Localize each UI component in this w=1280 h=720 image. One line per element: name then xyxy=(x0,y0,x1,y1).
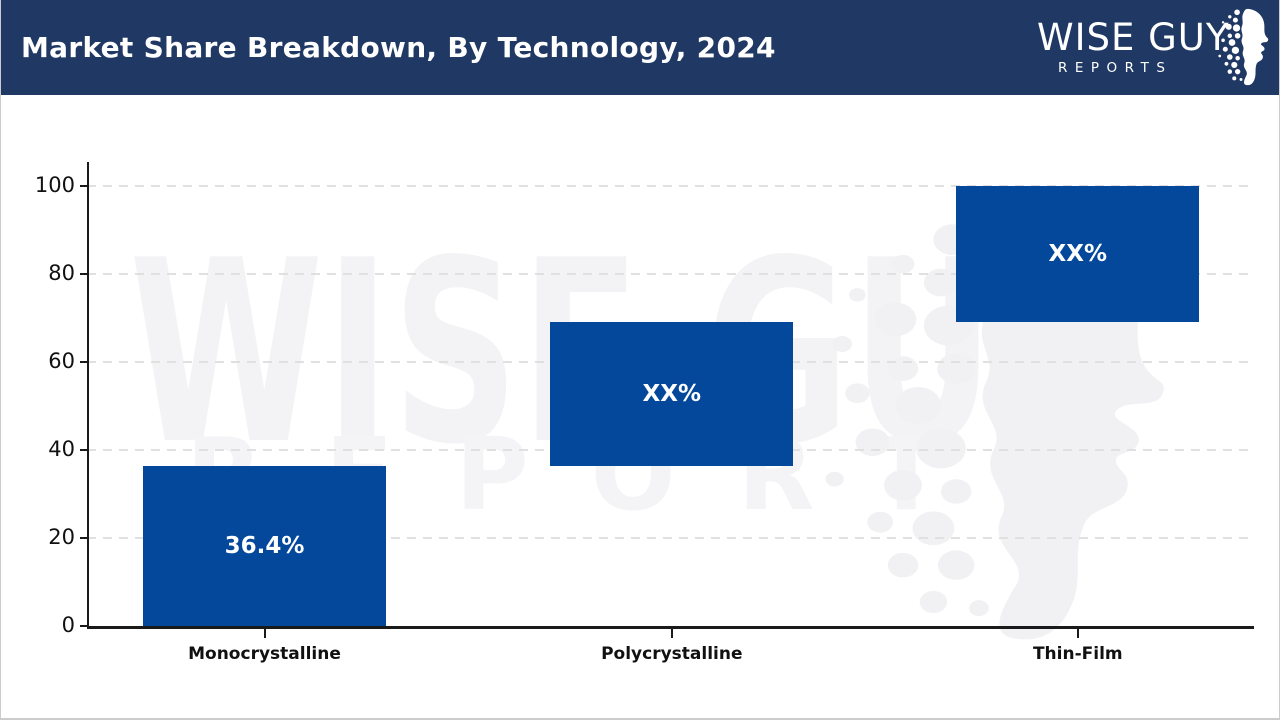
logo-text-reports: REPORTS xyxy=(1058,60,1173,76)
x-axis-line xyxy=(87,626,1254,629)
y-tick-label: 80 xyxy=(48,261,75,285)
y-tick-mark xyxy=(80,361,87,363)
bar-value-label: XX% xyxy=(1048,240,1108,267)
x-tick-label: Polycrystalline xyxy=(601,644,743,664)
bar-value-label: 36.4% xyxy=(224,532,305,559)
brand-logo: WISE GUY REPORTS xyxy=(1015,0,1269,95)
grid-line xyxy=(87,185,1254,187)
plot-area: 0 20 40 60 80 100 36.4% Monocrystalline XX% Polyc… xyxy=(1,95,1279,718)
y-tick-label: 20 xyxy=(48,525,75,549)
y-tick-mark xyxy=(80,449,87,451)
bar-value-label: XX% xyxy=(642,380,702,407)
y-tick-label: 60 xyxy=(48,349,75,373)
logo-text-wise-guy: WISE GUY xyxy=(1037,16,1230,59)
bar xyxy=(143,465,386,626)
x-tick-mark xyxy=(670,629,673,638)
chart-title: Market Share Breakdown, By Technology, 2… xyxy=(21,31,776,64)
y-tick-mark xyxy=(80,537,87,539)
x-tick-mark xyxy=(1076,629,1079,638)
y-axis-line xyxy=(87,162,89,628)
bar xyxy=(550,321,794,466)
y-tick-mark xyxy=(80,625,87,627)
grid-line xyxy=(87,537,1254,539)
header-bar: Market Share Breakdown, By Technology, 2… xyxy=(1,0,1279,95)
y-tick-mark xyxy=(80,273,87,275)
y-tick-mark xyxy=(80,185,87,187)
dotted-face-profile-icon xyxy=(1218,8,1269,86)
y-tick-label: 40 xyxy=(48,437,75,461)
x-tick-label: Monocrystalline xyxy=(188,644,341,664)
grid-line xyxy=(87,273,1254,275)
x-tick-label: Thin-Film xyxy=(1032,644,1123,664)
y-tick-label: 0 xyxy=(61,613,75,637)
x-tick-mark xyxy=(263,629,266,638)
y-tick-label: 100 xyxy=(34,173,75,197)
